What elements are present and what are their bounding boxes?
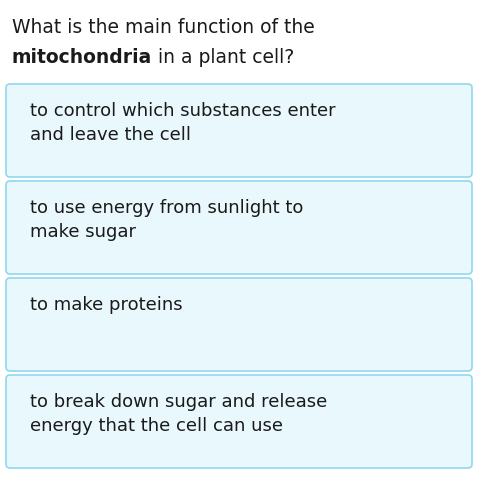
FancyBboxPatch shape xyxy=(6,84,472,177)
FancyBboxPatch shape xyxy=(6,181,472,274)
Text: in a plant cell?: in a plant cell? xyxy=(152,48,294,67)
Text: to use energy from sunlight to
make sugar: to use energy from sunlight to make suga… xyxy=(30,199,304,242)
Text: to control which substances enter
and leave the cell: to control which substances enter and le… xyxy=(30,102,336,144)
Text: to break down sugar and release
energy that the cell can use: to break down sugar and release energy t… xyxy=(30,393,327,436)
Text: What is the main function of the: What is the main function of the xyxy=(12,18,315,37)
FancyBboxPatch shape xyxy=(6,278,472,371)
FancyBboxPatch shape xyxy=(6,375,472,468)
Text: mitochondria: mitochondria xyxy=(12,48,152,67)
Text: to make proteins: to make proteins xyxy=(30,296,183,314)
